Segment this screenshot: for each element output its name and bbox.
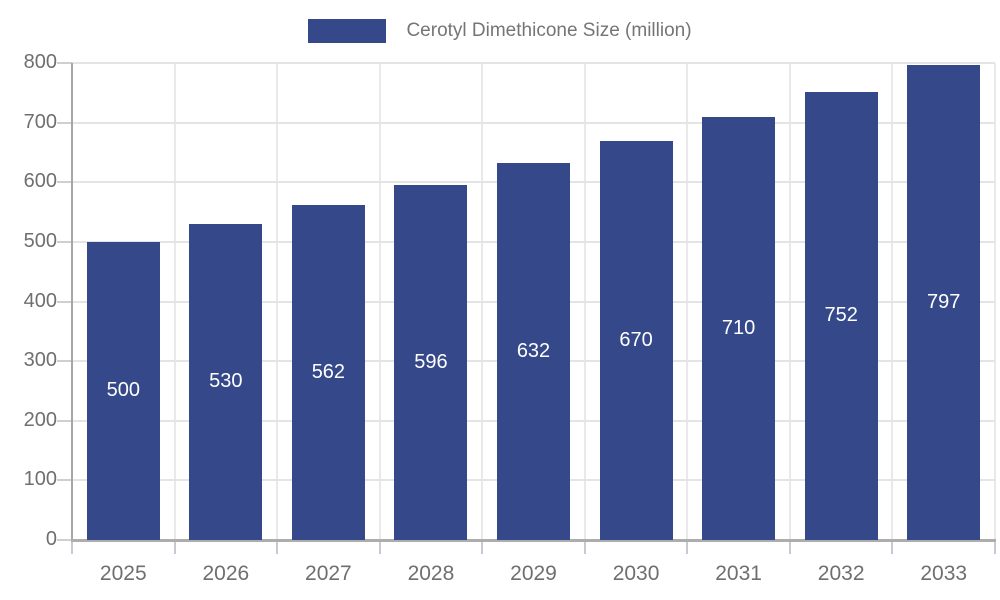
bar-2025: 500: [86, 241, 160, 540]
x-axis-line: [71, 539, 996, 542]
legend: Cerotyl Dimethicone Size (million): [0, 18, 1000, 44]
y-axis-tick: [57, 181, 72, 184]
x-axis-label: 2028: [407, 562, 455, 585]
x-axis-tick: [276, 540, 279, 554]
bar-2032: 752: [804, 91, 878, 540]
x-axis-label: 2025: [99, 562, 147, 585]
y-axis-tick: [57, 360, 72, 363]
y-axis-label: 100: [23, 468, 57, 491]
y-axis-label: 300: [23, 349, 57, 372]
x-axis-label: 2030: [612, 562, 660, 585]
gridline-horizontal: [72, 62, 995, 64]
y-axis-label: 500: [23, 229, 57, 252]
x-axis-tick: [686, 540, 689, 554]
y-axis-label: 400: [23, 289, 57, 312]
x-axis-label: 2029: [510, 562, 557, 585]
bar-value-label: 596: [414, 350, 448, 373]
bar-2031: 710: [702, 116, 776, 540]
bar-value-label: 797: [927, 290, 961, 313]
y-axis-tick: [57, 419, 72, 422]
bar-2029: 632: [497, 163, 570, 540]
x-axis-tick: [583, 540, 586, 554]
bar-value-label: 670: [619, 328, 653, 351]
bar-value-label: 632: [516, 340, 551, 363]
y-axis-label: 0: [45, 528, 57, 551]
x-axis-label: 2032: [817, 562, 865, 585]
bar-2028: 596: [394, 184, 468, 540]
x-axis-tick: [788, 540, 791, 554]
x-axis-tick: [173, 540, 176, 554]
bar-2026: 530: [189, 223, 263, 540]
x-axis-label: 2026: [202, 562, 250, 585]
bar-2030: 670: [599, 140, 673, 540]
y-axis-tick: [57, 62, 72, 64]
x-axis-tick: [481, 540, 484, 554]
x-axis-tick: [378, 540, 381, 554]
y-axis-label: 800: [23, 51, 57, 74]
bar-value-label: 500: [106, 379, 140, 402]
bar-value-label: 530: [209, 370, 243, 393]
y-axis-label: 200: [23, 408, 57, 431]
bar-2027: 562: [291, 204, 365, 540]
x-axis-label: 2031: [715, 562, 762, 585]
y-axis-label: 700: [23, 110, 57, 133]
gridline-horizontal: [72, 121, 995, 124]
x-axis-tick: [71, 540, 73, 554]
bar-2033: 797: [907, 64, 981, 540]
x-axis-label: 2027: [305, 562, 352, 585]
y-axis-line: [71, 63, 73, 540]
y-axis-label: 600: [23, 170, 57, 193]
x-axis-label: 2033: [920, 562, 968, 585]
y-axis-tick: [57, 240, 72, 243]
bar-value-label: 710: [721, 316, 756, 339]
x-axis-tick: [891, 540, 894, 554]
x-axis-tick: [994, 540, 996, 554]
bar-value-label: 752: [824, 304, 858, 327]
legend-swatch: [308, 19, 387, 43]
bar-value-label: 562: [311, 360, 346, 383]
legend-label: Cerotyl Dimethicone Size (million): [406, 20, 692, 41]
y-axis-tick: [57, 479, 72, 482]
y-axis-tick: [57, 121, 72, 124]
gridline-vertical: [994, 63, 996, 540]
y-axis-tick: [57, 300, 72, 303]
y-axis-tick: [57, 539, 72, 541]
